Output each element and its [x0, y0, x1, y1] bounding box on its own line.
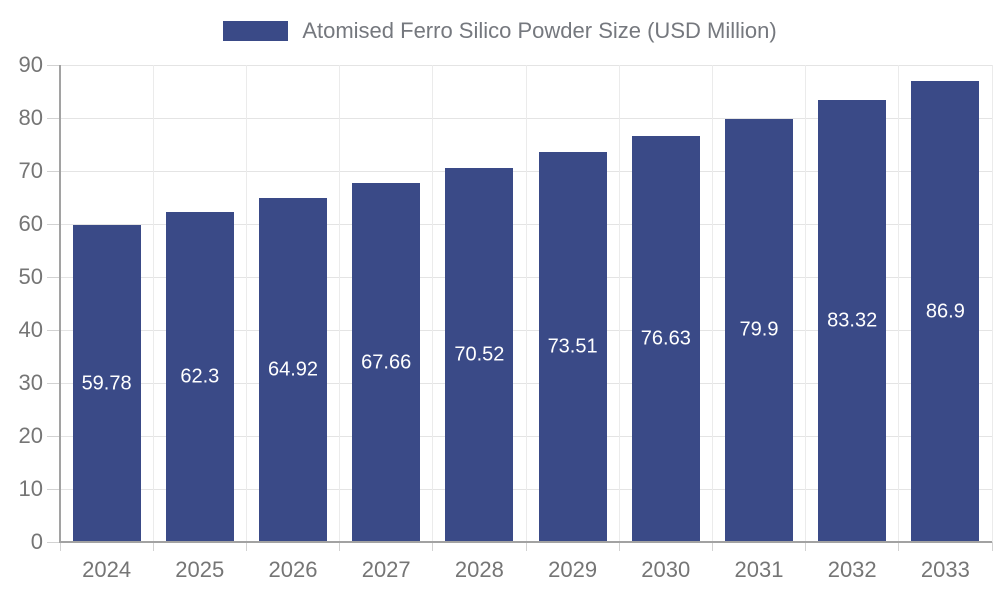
x-axis-tick: [711, 542, 713, 551]
x-axis-tick-label: 2024: [82, 557, 132, 582]
bar-value-label: 67.66: [361, 351, 412, 374]
gridline-vertical: [898, 65, 900, 542]
x-axis-tick: [991, 542, 993, 551]
x-axis-tick-label: 2033: [920, 557, 970, 582]
y-axis-tick-label: 20: [18, 423, 43, 448]
bar-value-label: 59.78: [81, 372, 132, 395]
x-axis-tick: [525, 542, 527, 551]
y-axis-tick: [47, 488, 60, 490]
x-axis-tick: [618, 542, 620, 551]
bar-value-label: 86.9: [925, 300, 965, 323]
gridline-vertical: [525, 65, 527, 542]
y-axis-tick: [47, 117, 60, 119]
x-axis-tick: [432, 542, 434, 551]
bar-2026[interactable]: 64.92: [259, 197, 327, 542]
y-axis-tick-label: 40: [18, 317, 43, 342]
x-axis-tick-label: 2032: [827, 557, 877, 582]
x-axis-tick: [805, 542, 807, 551]
x-axis-tick-label: 2028: [454, 557, 504, 582]
x-axis-tick: [59, 542, 61, 551]
bar-2033[interactable]: 86.9: [911, 81, 980, 542]
y-axis-tick: [47, 170, 60, 172]
x-axis-tick-label: 2025: [175, 557, 225, 582]
bar-value-label: 64.92: [267, 358, 319, 381]
bar-2027[interactable]: 67.66: [352, 183, 421, 542]
y-axis-tick: [47, 382, 60, 384]
x-axis-line: [59, 541, 992, 543]
x-axis-tick-label: 2031: [734, 557, 784, 582]
bar-value-label: 62.3: [180, 365, 220, 388]
x-axis-tick: [339, 542, 341, 551]
legend-swatch-icon: [223, 21, 289, 41]
legend-item[interactable]: Atomised Ferro Silico Powder Size (USD M…: [0, 16, 1000, 46]
gridline-vertical: [432, 65, 434, 542]
y-axis-tick: [47, 329, 60, 331]
bar-2028[interactable]: 70.52: [445, 168, 514, 542]
gridline-vertical: [805, 65, 807, 542]
bar-value-label: 73.51: [547, 335, 598, 358]
x-axis-tick: [898, 542, 900, 551]
bar-2032[interactable]: 83.32: [818, 100, 887, 542]
gridline-vertical: [339, 65, 341, 542]
gridline-vertical: [711, 65, 713, 542]
bar-2031[interactable]: 79.9: [725, 118, 793, 542]
y-axis-tick: [47, 541, 60, 543]
y-axis-tick-label: 30: [18, 370, 43, 395]
bar-2024[interactable]: 59.78: [72, 225, 141, 542]
y-axis-tick: [47, 276, 60, 278]
bar-2030[interactable]: 76.63: [631, 135, 700, 542]
bar-2029[interactable]: 73.51: [538, 152, 607, 542]
y-axis-tick-label: 10: [18, 476, 43, 501]
x-axis-tick: [245, 542, 247, 551]
y-axis-tick: [47, 223, 60, 225]
bar-value-label: 83.32: [827, 309, 878, 332]
gridline-vertical: [618, 65, 620, 542]
bar-value-label: 76.63: [640, 327, 691, 350]
bar-2025[interactable]: 62.3: [165, 211, 234, 542]
x-axis-tick-label: 2029: [548, 557, 598, 582]
bar-value-label: 79.9: [739, 318, 779, 341]
gridline-vertical: [991, 65, 993, 542]
y-axis-tick-label: 50: [18, 264, 43, 289]
gridline-vertical: [152, 65, 154, 542]
y-axis-tick-label: 80: [18, 105, 43, 130]
bar-value-label: 70.52: [454, 343, 505, 366]
x-axis-tick-label: 2030: [641, 557, 691, 582]
plot-area: 59.78 62.3 64.92 67.66 70.52 73.51 76.63 79.9 83…: [60, 64, 993, 543]
y-axis-tick-label: 0: [30, 529, 43, 554]
legend-label: Atomised Ferro Silico Powder Size (USD M…: [302, 18, 777, 43]
x-axis-tick-label: 2027: [361, 557, 411, 582]
y-axis-line: [59, 65, 61, 542]
gridline-vertical: [245, 65, 247, 542]
x-axis-tick: [152, 542, 154, 551]
y-axis-tick-label: 70: [18, 158, 43, 183]
y-axis-tick: [47, 435, 60, 437]
y-axis-tick: [47, 64, 60, 66]
y-axis-tick-label: 90: [18, 52, 43, 77]
y-axis-tick-label: 60: [18, 211, 43, 236]
x-axis-tick-label: 2026: [268, 557, 318, 582]
